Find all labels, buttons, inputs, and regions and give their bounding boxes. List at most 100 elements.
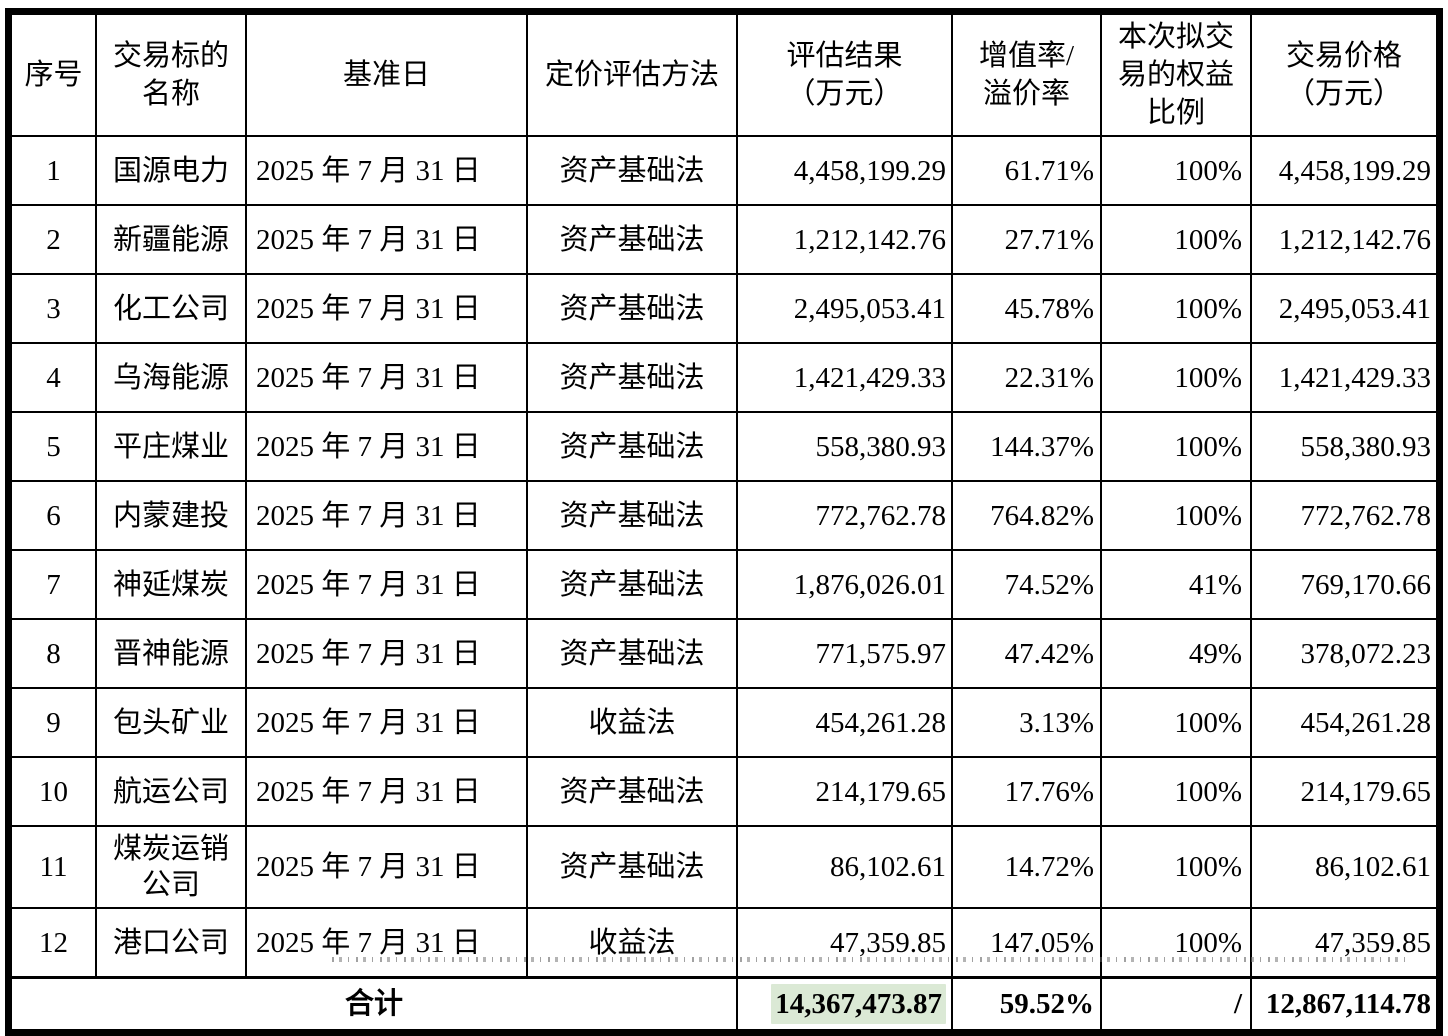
cell-index: 11: [10, 825, 97, 909]
table-row: 8 晋神能源 2025 年 7 月 31 日资产基础法 771,575.97 47.42…: [10, 618, 1438, 689]
cell-equity: 100%: [1100, 342, 1252, 413]
cell-premium: 14.72%: [951, 825, 1102, 909]
cell-name: 新疆能源: [95, 204, 247, 275]
total-premium-cell: 59.52%: [951, 976, 1102, 1031]
cell-name: 内蒙建投: [95, 480, 247, 551]
cell-date: 2025 年 7 月 31 日: [245, 618, 528, 689]
cell-premium: 74.52%: [951, 549, 1102, 620]
table-row: 10 航运公司 2025 年 7 月 31 日资产基础法 214,179.65 17.7…: [10, 756, 1438, 827]
table-row: 2 新疆能源 2025 年 7 月 31 日资产基础法 1,212,142.76 27.…: [10, 204, 1438, 275]
cell-result: 772,762.78: [736, 480, 953, 551]
table-row: 3 化工公司 2025 年 7 月 31 日资产基础法 2,495,053.41 45.…: [10, 273, 1438, 344]
cell-date: 2025 年 7 月 31 日: [245, 756, 528, 827]
cell-price: 86,102.61: [1250, 825, 1438, 909]
cell-date: 2025 年 7 月 31 日: [245, 480, 528, 551]
cell-price: 772,762.78: [1250, 480, 1438, 551]
cell-date: 2025 年 7 月 31 日: [245, 907, 528, 979]
cell-method: 资产基础法: [526, 756, 738, 827]
cell-date: 2025 年 7 月 31 日: [245, 687, 528, 758]
table-row: 7 神延煤炭 2025 年 7 月 31 日资产基础法 1,876,026.01 74.…: [10, 549, 1438, 620]
cell-index: 2: [10, 204, 97, 275]
cell-name: 国源电力: [95, 135, 247, 206]
cell-equity: 41%: [1100, 549, 1252, 620]
table-row: 4 乌海能源 2025 年 7 月 31 日资产基础法 1,421,429.33 22.…: [10, 342, 1438, 413]
cell-premium: 17.76%: [951, 756, 1102, 827]
cell-premium: 764.82%: [951, 480, 1102, 551]
cell-result: 2,495,053.41: [736, 273, 953, 344]
cell-date: 2025 年 7 月 31 日: [245, 273, 528, 344]
cell-date: 2025 年 7 月 31 日: [245, 342, 528, 413]
cell-date: 2025 年 7 月 31 日: [245, 204, 528, 275]
cell-index: 7: [10, 549, 97, 620]
cell-result: 558,380.93: [736, 411, 953, 482]
header-col-date: 基准日: [245, 13, 528, 137]
table-row: 12 港口公司 2025 年 7 月 31 日收益法 47,359.85 147.05%…: [10, 907, 1438, 979]
header-col-price: 交易价格 （万元）: [1250, 13, 1438, 137]
valuation-table: 序号 交易标的 名称 基准日 定价评估方法 评估结果 （万元） 增值率/ 溢价率…: [10, 13, 1438, 1031]
cell-index: 6: [10, 480, 97, 551]
cell-equity: 100%: [1100, 687, 1252, 758]
cell-method: 资产基础法: [526, 411, 738, 482]
cell-method: 资产基础法: [526, 618, 738, 689]
cell-equity: 100%: [1100, 273, 1252, 344]
cell-method: 资产基础法: [526, 480, 738, 551]
cell-index: 10: [10, 756, 97, 827]
cell-equity: 100%: [1100, 204, 1252, 275]
cell-result: 1,212,142.76: [736, 204, 953, 275]
table-row: 5 平庄煤业 2025 年 7 月 31 日资产基础法 558,380.93 144.3…: [10, 411, 1438, 482]
cell-result: 47,359.85: [736, 907, 953, 979]
cell-premium: 27.71%: [951, 204, 1102, 275]
header-col-equity: 本次拟交 易的权益 比例: [1100, 13, 1252, 137]
cell-name: 平庄煤业: [95, 411, 247, 482]
header-col-result: 评估结果 （万元）: [736, 13, 953, 137]
cell-equity: 100%: [1100, 411, 1252, 482]
table-body: 1 国源电力 2025 年 7 月 31 日资产基础法 4,458,199.29 61.…: [10, 135, 1438, 979]
cell-price: 2,495,053.41: [1250, 273, 1438, 344]
cell-result: 214,179.65: [736, 756, 953, 827]
cell-premium: 22.31%: [951, 342, 1102, 413]
table-row: 11 煤炭运销公司 2025 年 7 月 31 日资产基础法 86,102.61 14.…: [10, 825, 1438, 909]
cell-equity: 100%: [1100, 825, 1252, 909]
cell-price: 214,179.65: [1250, 756, 1438, 827]
valuation-table-container: 序号 交易标的 名称 基准日 定价评估方法 评估结果 （万元） 增值率/ 溢价率…: [5, 8, 1443, 1036]
clipped-text-remnant: [332, 957, 1412, 962]
cell-name: 港口公司: [95, 907, 247, 979]
header-col-name: 交易标的 名称: [95, 13, 247, 137]
cell-method: 资产基础法: [526, 825, 738, 909]
table-header: 序号 交易标的 名称 基准日 定价评估方法 评估结果 （万元） 增值率/ 溢价率…: [10, 13, 1438, 137]
cell-equity: 100%: [1100, 135, 1252, 206]
table-row: 6 内蒙建投 2025 年 7 月 31 日资产基础法 772,762.78 764.8…: [10, 480, 1438, 551]
cell-result: 1,876,026.01: [736, 549, 953, 620]
cell-method: 收益法: [526, 687, 738, 758]
cell-price: 454,261.28: [1250, 687, 1438, 758]
table-row: 1 国源电力 2025 年 7 月 31 日资产基础法 4,458,199.29 61.…: [10, 135, 1438, 206]
cell-date: 2025 年 7 月 31 日: [245, 135, 528, 206]
cell-index: 12: [10, 907, 97, 979]
cell-name: 煤炭运销公司: [95, 825, 247, 909]
header-col-index: 序号: [10, 13, 97, 137]
cell-date: 2025 年 7 月 31 日: [245, 549, 528, 620]
total-result-highlight: 14,367,473.87: [771, 984, 946, 1024]
cell-index: 1: [10, 135, 97, 206]
cell-equity: 100%: [1100, 756, 1252, 827]
cell-date: 2025 年 7 月 31 日: [245, 411, 528, 482]
cell-index: 8: [10, 618, 97, 689]
cell-premium: 47.42%: [951, 618, 1102, 689]
cell-price: 4,458,199.29: [1250, 135, 1438, 206]
cell-premium: 147.05%: [951, 907, 1102, 979]
cell-equity: 49%: [1100, 618, 1252, 689]
cell-method: 资产基础法: [526, 204, 738, 275]
cell-method: 收益法: [526, 907, 738, 979]
cell-date: 2025 年 7 月 31 日: [245, 825, 528, 909]
cell-method: 资产基础法: [526, 273, 738, 344]
total-result-cell: 14,367,473.87: [736, 976, 953, 1031]
cell-result: 771,575.97: [736, 618, 953, 689]
total-price-cell: 12,867,114.78: [1250, 976, 1438, 1031]
cell-premium: 45.78%: [951, 273, 1102, 344]
cell-name: 航运公司: [95, 756, 247, 827]
cell-result: 4,458,199.29: [736, 135, 953, 206]
cell-price: 47,359.85: [1250, 907, 1438, 979]
cell-price: 1,212,142.76: [1250, 204, 1438, 275]
cell-method: 资产基础法: [526, 135, 738, 206]
cell-price: 378,072.23: [1250, 618, 1438, 689]
